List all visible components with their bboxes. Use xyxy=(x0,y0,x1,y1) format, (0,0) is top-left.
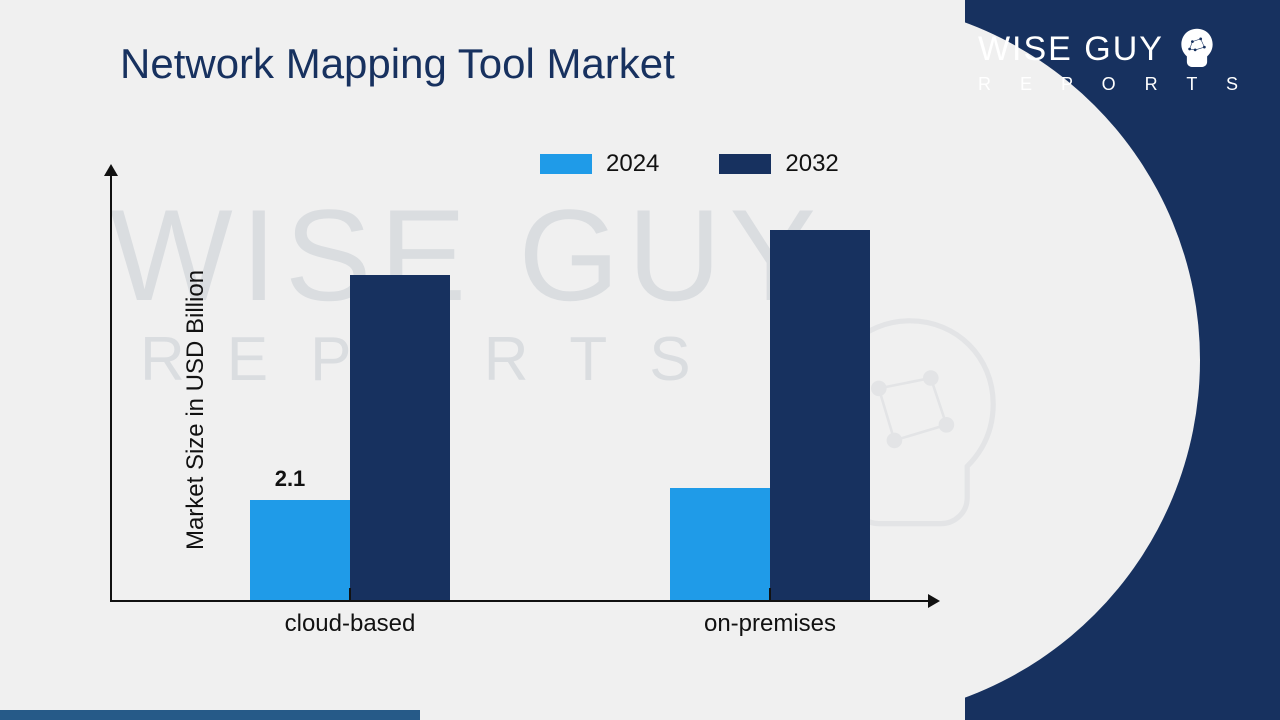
chart-area: Market Size in USD Billion 20242032 2.1c… xyxy=(100,170,940,650)
bar-cloud-s2024 xyxy=(250,500,350,600)
bar-onprem-s2024 xyxy=(670,488,770,600)
legend-swatch-s2032 xyxy=(719,154,771,174)
legend-label-s2024: 2024 xyxy=(606,150,659,178)
bar-group-onprem: on-premises xyxy=(660,230,880,600)
legend-item-s2024: 2024 xyxy=(540,150,659,178)
legend-item-s2032: 2032 xyxy=(719,150,838,178)
x-tick-cloud xyxy=(349,588,351,602)
legend: 2024 2032 xyxy=(540,150,839,178)
legend-label-s2032: 2032 xyxy=(785,150,838,178)
x-tick-onprem xyxy=(769,588,771,602)
bottom-strip xyxy=(0,710,420,720)
y-axis-line xyxy=(110,170,112,600)
x-label-onprem: on-premises xyxy=(704,610,836,638)
y-axis-arrow-icon xyxy=(104,164,118,176)
x-label-cloud: cloud-based xyxy=(285,610,416,638)
bar-cloud-s2032 xyxy=(350,275,450,600)
page-root: WISE GUY REPORTS WISE GUY R E P O R T S … xyxy=(0,0,1280,720)
brand-line1: WISE GUY xyxy=(978,30,1164,69)
x-axis-arrow-icon xyxy=(928,594,940,608)
value-label-cloud-s2024: 2.1 xyxy=(275,466,306,492)
bar-group-cloud: 2.1cloud-based xyxy=(240,275,460,600)
brand-logo: WISE GUY R E P O R T S xyxy=(978,26,1250,95)
chart-title: Network Mapping Tool Market xyxy=(120,40,675,88)
brand-head-icon xyxy=(1174,26,1220,72)
y-axis-label: Market Size in USD Billion xyxy=(182,270,210,550)
brand-line2: R E P O R T S xyxy=(978,74,1250,95)
x-axis-line xyxy=(110,600,930,602)
bar-onprem-s2032 xyxy=(770,230,870,600)
legend-swatch-s2024 xyxy=(540,154,592,174)
